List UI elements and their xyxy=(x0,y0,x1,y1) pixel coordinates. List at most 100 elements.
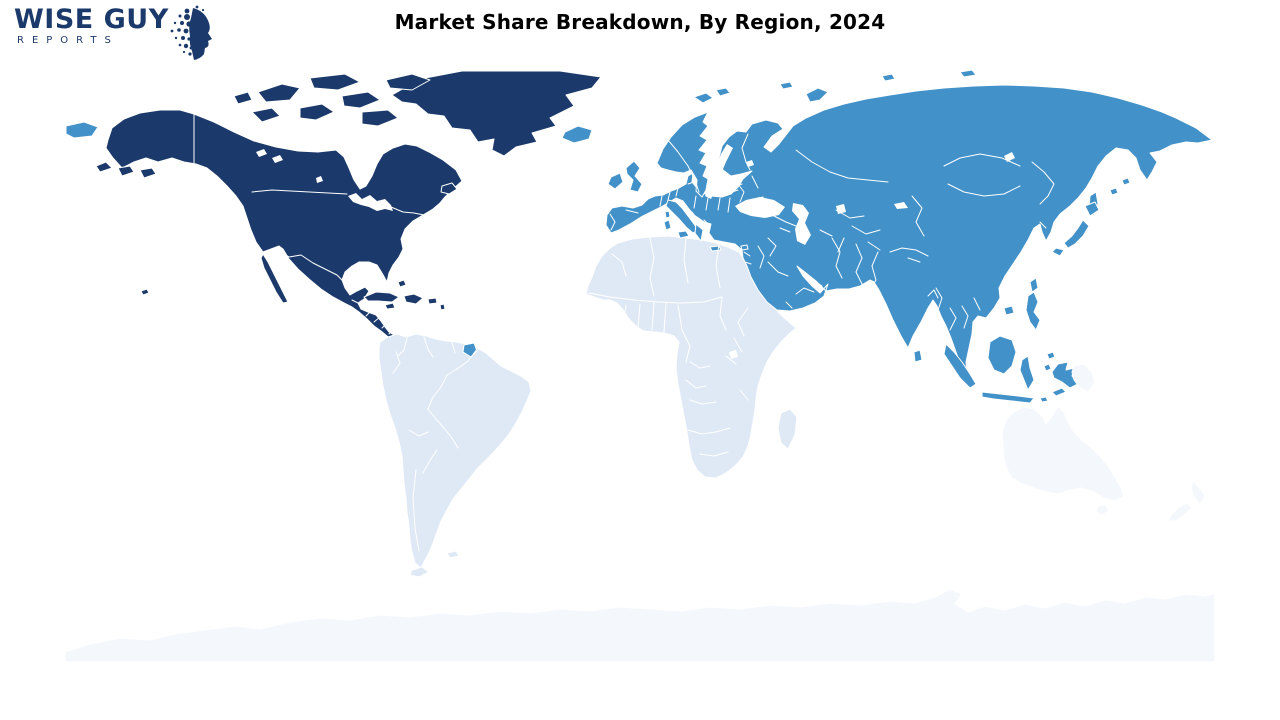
greenland xyxy=(391,70,602,157)
scandinavia xyxy=(656,111,709,198)
novaya-zemlya xyxy=(805,87,829,103)
border-us-mexico xyxy=(262,248,345,283)
svalbard xyxy=(693,92,714,104)
hawaii xyxy=(140,288,150,296)
crete xyxy=(709,245,722,252)
iceland xyxy=(561,125,593,144)
border-us-canada-west xyxy=(251,189,348,195)
border-indochina xyxy=(949,297,985,331)
greece xyxy=(694,223,704,242)
arctic-island xyxy=(341,91,381,109)
kuril-island xyxy=(1121,177,1131,186)
madagascar xyxy=(777,408,798,450)
gulf-of-bothnia xyxy=(705,144,733,199)
east-new-guinea xyxy=(1071,363,1096,393)
timor xyxy=(1051,387,1067,397)
border-eastern-europe xyxy=(731,175,759,203)
java xyxy=(981,391,1035,404)
hainan xyxy=(1003,305,1015,316)
kuril-island xyxy=(1109,187,1119,196)
newfoundland xyxy=(440,182,458,195)
country-borders xyxy=(193,113,1055,552)
sicily xyxy=(677,230,690,239)
antarctica xyxy=(64,588,1216,663)
taiwan xyxy=(1029,277,1039,293)
arctic-island xyxy=(251,107,281,123)
new-siberian-islands xyxy=(959,69,977,78)
region-eurasia xyxy=(65,69,1213,404)
logo-head-icon xyxy=(170,5,212,60)
lake-victoria xyxy=(729,350,738,359)
aleutian-island xyxy=(95,161,113,173)
arctic-island xyxy=(309,73,361,91)
border-sahel xyxy=(588,292,723,304)
south-america xyxy=(378,333,532,569)
hispaniola xyxy=(403,293,424,305)
borneo xyxy=(987,335,1017,375)
tierra-del-fuego xyxy=(409,566,430,578)
border-western-europe xyxy=(659,181,695,207)
arctic-island xyxy=(299,103,335,121)
lesser-antilles xyxy=(439,303,446,311)
arctic-island xyxy=(257,83,301,103)
border-south-america xyxy=(392,336,478,552)
border-southern-africa xyxy=(687,389,749,457)
jamaica xyxy=(384,302,396,310)
puerto-rico xyxy=(427,297,438,305)
halmahera xyxy=(1046,351,1056,360)
border-india-pakistan xyxy=(869,251,879,291)
caspian-sea xyxy=(792,203,811,245)
australia xyxy=(1001,405,1125,502)
sardinia xyxy=(663,219,672,231)
border-himalaya xyxy=(889,247,929,263)
border-china-russia xyxy=(1031,161,1055,229)
lake-baikal xyxy=(1004,152,1015,162)
hokkaido xyxy=(1084,201,1100,217)
lake-balkhash xyxy=(894,202,908,209)
baja-california xyxy=(260,253,289,304)
border-mongolia xyxy=(943,153,1021,197)
border-central-america xyxy=(351,299,394,335)
ireland xyxy=(607,172,624,190)
border-east-africa xyxy=(719,296,749,365)
border-central-europe xyxy=(691,195,731,227)
border-arabia xyxy=(785,281,823,309)
border-middle-east xyxy=(743,237,789,277)
border-west-africa xyxy=(597,299,683,333)
new-zealand-north xyxy=(1190,480,1206,506)
black-sea xyxy=(735,197,785,218)
cuba xyxy=(363,291,400,303)
inland-seas-lakes xyxy=(256,144,1015,359)
bahamas xyxy=(397,279,407,288)
lake-winnipeg xyxy=(316,176,323,183)
region-south-america-africa xyxy=(378,235,798,578)
corsica xyxy=(664,210,671,219)
sulawesi xyxy=(1019,355,1035,391)
arctic-island xyxy=(361,109,399,127)
logo-subtitle: REPORTS xyxy=(17,35,119,46)
sumatra xyxy=(943,343,977,389)
philippines xyxy=(1025,291,1041,331)
franz-josef-land xyxy=(779,81,794,90)
ellesmere-island xyxy=(385,73,431,91)
border-iberia xyxy=(609,209,639,231)
aleutian-island xyxy=(139,167,157,179)
wise-guy-reports-logo: WISE GUY REPORTS xyxy=(14,5,221,66)
aleutian-island xyxy=(117,165,135,177)
north-america-mainland xyxy=(105,109,463,341)
severnaya-zemlya xyxy=(881,73,896,82)
great-britain xyxy=(625,160,643,193)
border-russia-kazakhstan xyxy=(795,149,889,183)
kyushu-shikoku xyxy=(1051,247,1065,257)
border-china-west xyxy=(911,195,925,237)
arctic-island xyxy=(233,91,253,105)
border-caucasus xyxy=(773,215,797,233)
great-lakes xyxy=(348,193,393,211)
border-iran-afghanistan xyxy=(831,237,863,285)
border-central-asia xyxy=(819,209,881,253)
region-oceania-antarctica xyxy=(64,363,1216,663)
tasmania xyxy=(1095,503,1110,516)
chukotka-west-fragment xyxy=(65,121,99,139)
great-bear-lake xyxy=(272,155,283,163)
